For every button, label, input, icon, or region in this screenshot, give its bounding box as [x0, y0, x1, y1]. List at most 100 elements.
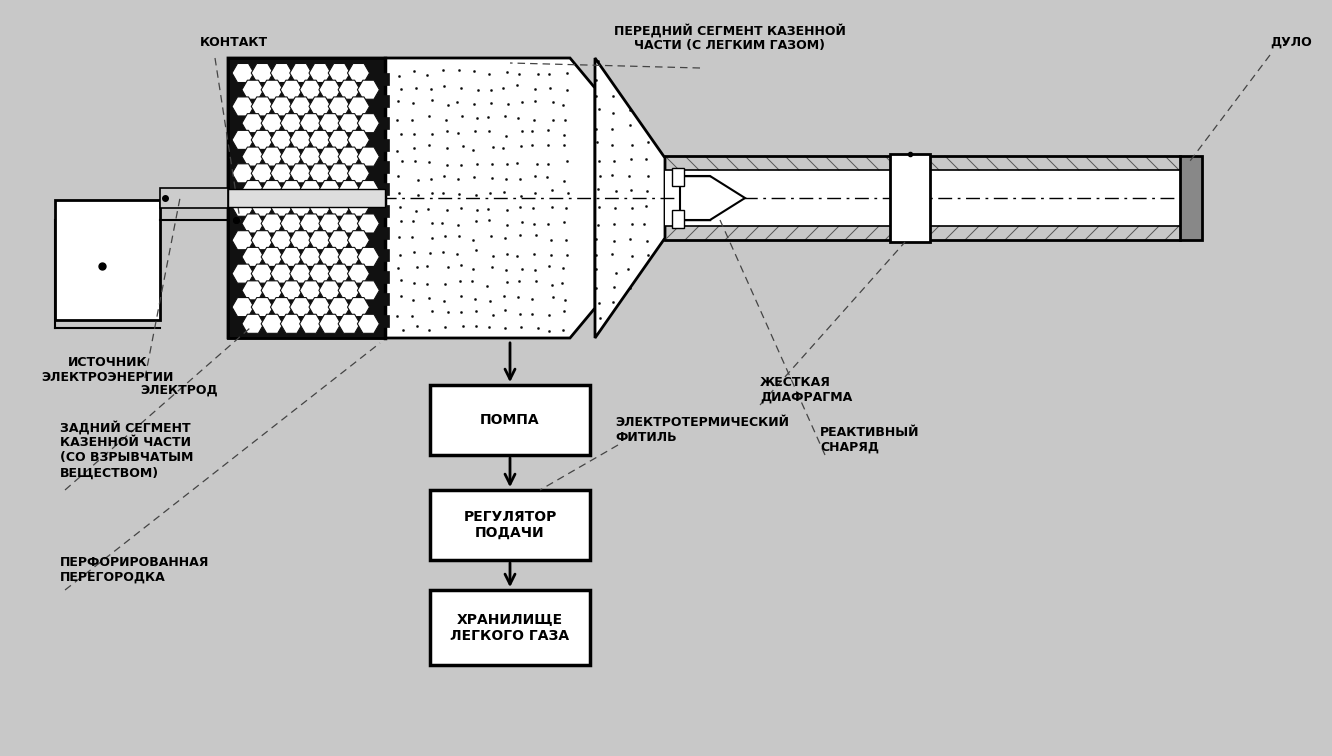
Bar	[55, 200, 160, 320]
Polygon shape	[290, 264, 312, 284]
Polygon shape	[300, 247, 321, 266]
Polygon shape	[300, 80, 321, 99]
Bar	[665, 170, 1180, 226]
Bar	[381, 205, 389, 217]
Polygon shape	[338, 247, 360, 266]
Polygon shape	[261, 314, 284, 333]
Polygon shape	[338, 147, 360, 166]
Polygon shape	[252, 130, 273, 150]
Polygon shape	[318, 214, 341, 233]
Polygon shape	[232, 97, 254, 116]
Polygon shape	[300, 214, 321, 233]
Bar	[381, 139, 389, 151]
Polygon shape	[338, 113, 360, 133]
Polygon shape	[252, 164, 273, 183]
Polygon shape	[357, 214, 380, 233]
Bar	[381, 95, 389, 107]
Polygon shape	[242, 280, 264, 300]
Polygon shape	[270, 231, 293, 249]
Polygon shape	[281, 214, 302, 233]
Bar	[381, 117, 389, 129]
Polygon shape	[270, 64, 293, 82]
Bar	[381, 249, 389, 261]
Bar	[1180, 156, 1201, 240]
Polygon shape	[261, 181, 284, 200]
Polygon shape	[290, 64, 312, 82]
Polygon shape	[309, 64, 330, 82]
Polygon shape	[242, 147, 264, 166]
Polygon shape	[242, 181, 264, 200]
Text: ДУЛО: ДУЛО	[1269, 36, 1312, 48]
Polygon shape	[290, 164, 312, 183]
Polygon shape	[328, 97, 350, 116]
Polygon shape	[357, 247, 380, 266]
Polygon shape	[252, 298, 273, 317]
Polygon shape	[290, 231, 312, 249]
Text: ПОМПА: ПОМПА	[481, 413, 539, 427]
Polygon shape	[300, 181, 321, 200]
Bar	[430, 590, 590, 665]
Polygon shape	[242, 80, 264, 99]
Polygon shape	[318, 147, 341, 166]
Polygon shape	[232, 298, 254, 317]
Polygon shape	[228, 58, 385, 338]
Bar	[890, 154, 930, 242]
Text: ЭЛЕКТРОТЕРМИЧЕСКИЙ
ФИТИЛЬ: ЭЛЕКТРОТЕРМИЧЕСКИЙ ФИТИЛЬ	[615, 416, 789, 444]
Bar	[381, 293, 389, 305]
Text: ИСТОЧНИК
ЭЛЕКТРОЭНЕРГИИ: ИСТОЧНИК ЭЛЕКТРОЭНЕРГИИ	[41, 356, 173, 384]
Polygon shape	[281, 80, 302, 99]
Text: ЖЕСТКАЯ
ДИАФРАГМА: ЖЕСТКАЯ ДИАФРАГМА	[761, 376, 852, 404]
Bar	[673, 168, 685, 186]
Polygon shape	[232, 130, 254, 150]
Polygon shape	[252, 64, 273, 82]
Polygon shape	[281, 147, 302, 166]
Text: РЕГУЛЯТОР
ПОДАЧИ: РЕГУЛЯТОР ПОДАЧИ	[464, 510, 557, 540]
Polygon shape	[261, 280, 284, 300]
Polygon shape	[348, 231, 369, 249]
Polygon shape	[348, 97, 369, 116]
Polygon shape	[300, 113, 321, 133]
Text: ЭЛЕКТРОД: ЭЛЕКТРОД	[140, 383, 217, 396]
Polygon shape	[338, 314, 360, 333]
Polygon shape	[357, 113, 380, 133]
Polygon shape	[309, 97, 330, 116]
Bar	[381, 271, 389, 283]
Polygon shape	[309, 231, 330, 249]
Polygon shape	[595, 58, 665, 338]
Text: КОНТАКТ: КОНТАКТ	[200, 36, 268, 48]
Polygon shape	[328, 264, 350, 284]
Polygon shape	[338, 214, 360, 233]
Polygon shape	[281, 280, 302, 300]
Polygon shape	[328, 197, 350, 216]
Polygon shape	[270, 164, 293, 183]
Polygon shape	[242, 247, 264, 266]
Polygon shape	[232, 64, 254, 82]
Polygon shape	[357, 147, 380, 166]
Bar	[381, 73, 389, 85]
Polygon shape	[309, 197, 330, 216]
Text: ПЕРЕДНИЙ СЕГМЕНТ КАЗЕННОЙ
ЧАСТИ (С ЛЕГКИМ ГАЗОМ): ПЕРЕДНИЙ СЕГМЕНТ КАЗЕННОЙ ЧАСТИ (С ЛЕГКИ…	[614, 23, 846, 52]
Polygon shape	[348, 130, 369, 150]
Polygon shape	[232, 164, 254, 183]
Text: РЕАКТИВНЫЙ
СНАРЯД: РЕАКТИВНЫЙ СНАРЯД	[821, 426, 919, 454]
Polygon shape	[318, 280, 341, 300]
Polygon shape	[348, 197, 369, 216]
Polygon shape	[270, 97, 293, 116]
Polygon shape	[348, 164, 369, 183]
Polygon shape	[290, 197, 312, 216]
Polygon shape	[232, 264, 254, 284]
Bar	[381, 183, 389, 195]
Polygon shape	[328, 130, 350, 150]
Bar	[381, 161, 389, 173]
Polygon shape	[338, 80, 360, 99]
Polygon shape	[348, 264, 369, 284]
Polygon shape	[270, 264, 293, 284]
Polygon shape	[290, 97, 312, 116]
Polygon shape	[348, 298, 369, 317]
Polygon shape	[300, 314, 321, 333]
Polygon shape	[681, 176, 745, 220]
Polygon shape	[281, 314, 302, 333]
Bar	[673, 210, 685, 228]
Polygon shape	[348, 64, 369, 82]
Polygon shape	[252, 231, 273, 249]
